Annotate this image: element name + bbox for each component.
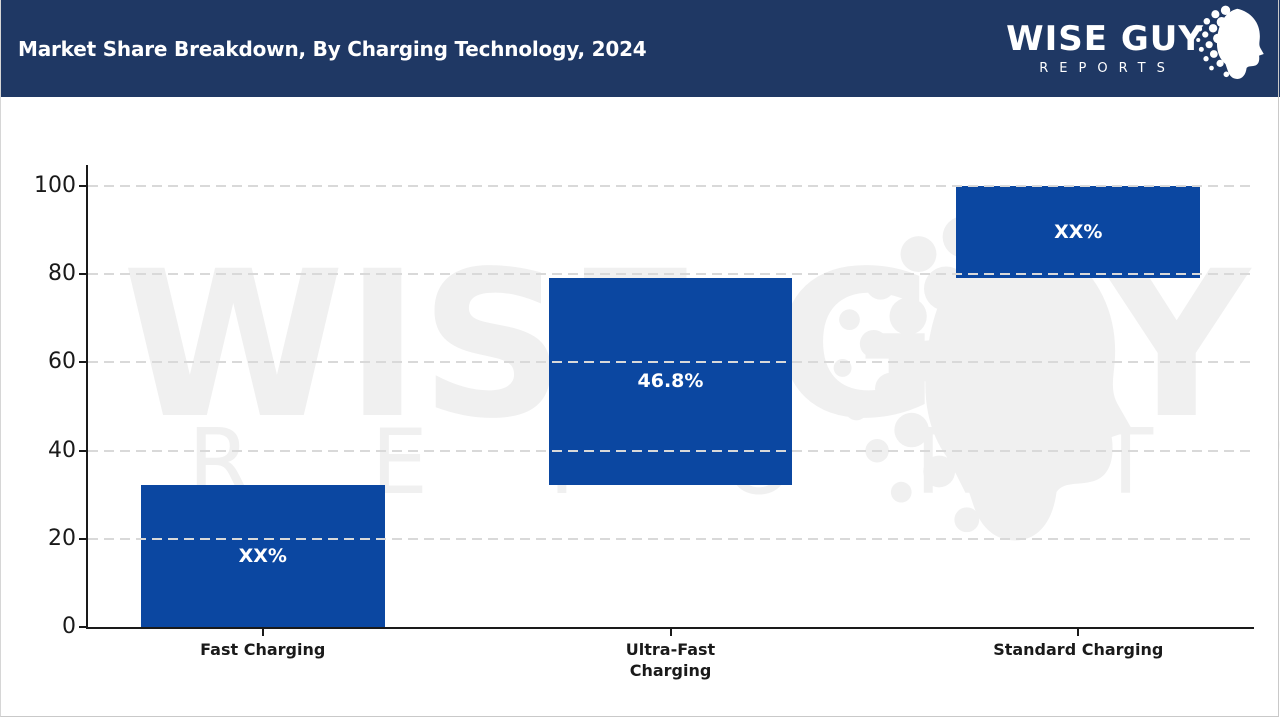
y-tick-mark: [79, 185, 87, 187]
bar-value-label: 46.8%: [637, 370, 704, 393]
x-tick-mark: [1077, 629, 1080, 636]
bar-0: XX%: [140, 484, 385, 627]
gridline-y20: [88, 537, 1253, 540]
gridline-y80: [88, 273, 1253, 276]
y-tick-label: 0: [62, 614, 76, 639]
x-tick-mark: [261, 629, 264, 636]
gridline-y60: [88, 361, 1253, 364]
logo-subtitle: REPORTS: [1039, 61, 1176, 76]
y-axis-tick-marks: [79, 185, 87, 628]
x-tick-label: Ultra-Fast Charging: [625, 640, 716, 680]
x-axis-line: [86, 627, 1254, 629]
y-tick-label: 100: [34, 173, 76, 198]
bar-value-label: XX%: [1054, 221, 1103, 244]
y-tick-mark: [79, 449, 87, 452]
y-tick-mark: [79, 537, 87, 540]
y-tick-mark: [79, 626, 87, 628]
y-axis-labels: 0 20 40 60 80 100: [0, 175, 76, 638]
logo-head-icon: [1192, 4, 1270, 90]
x-tick-mark: [669, 629, 672, 636]
x-axis-labels: Fast Charging Ultra-Fast Charging Standard…: [88, 639, 1253, 699]
bar-value-label: XX%: [238, 544, 287, 567]
y-tick-label: 20: [48, 525, 76, 551]
y-tick-label: 80: [48, 261, 76, 287]
chart-area: WISE GUY R E P O R T S XX%46.8%XX% 02040…: [0, 97, 1280, 720]
page-title: Market Share Breakdown, By Charging Tech…: [18, 36, 647, 61]
x-tick-label: Fast Charging: [200, 640, 326, 659]
gridline-y100: [88, 185, 1253, 187]
y-tick-label: 40: [48, 437, 76, 463]
y-tick-mark: [79, 361, 87, 364]
wiseguy-logo: WISE GUY REPORTS: [1006, 4, 1270, 90]
bar-1: 46.8%: [548, 278, 793, 485]
plot-area: XX% 46.8% XX%: [88, 185, 1253, 627]
bar-2: XX%: [956, 186, 1201, 279]
x-axis-tick-marks: [88, 629, 1253, 636]
logo-text: WISE GUY REPORTS: [1006, 22, 1204, 76]
gridline-y40: [88, 449, 1253, 452]
header: Market Share Breakdown, By Charging Tech…: [0, 0, 1280, 97]
x-tick-label: Standard Charging: [993, 640, 1164, 659]
y-axis-line: [86, 165, 88, 629]
logo-wordmark: WISE GUY: [1006, 19, 1204, 59]
y-tick-mark: [79, 273, 87, 276]
y-tick-label: 60: [48, 349, 76, 375]
